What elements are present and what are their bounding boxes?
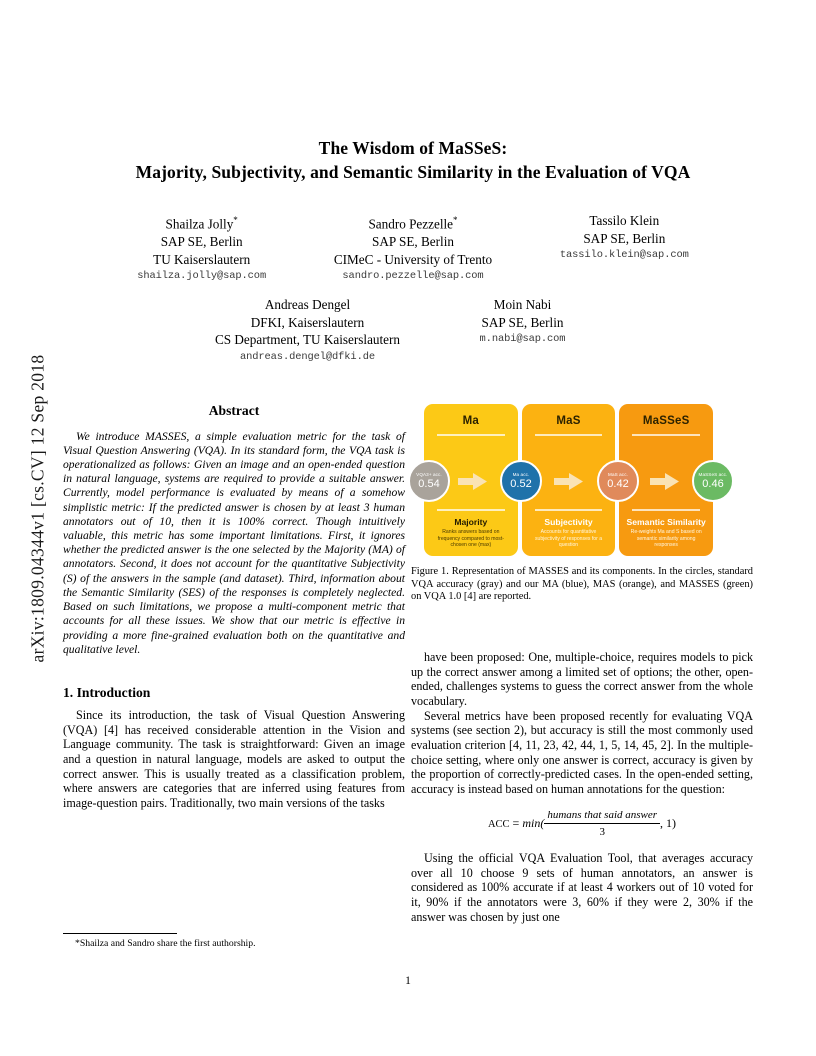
author-shailza-jolly: Shailza Jolly* SAP SE, Berlin TU Kaisers… <box>96 212 307 286</box>
panel-footer-title: Subjectivity <box>544 517 593 528</box>
equation-min-open: min( <box>522 815 545 830</box>
page-title: The Wisdom of MaSSeS: Majority, Subjecti… <box>96 136 730 184</box>
author-email[interactable]: andreas.dengel@dfki.de <box>240 350 375 363</box>
author-email[interactable]: tassilo.klein@sap.com <box>559 249 689 262</box>
panel-divider-top <box>632 434 700 436</box>
panel-divider-top <box>534 434 603 436</box>
circle-masses-accuracy: MaSSeS acc. 0.46 <box>692 460 734 502</box>
right-paragraph-2: Several metrics have been proposed recen… <box>411 708 753 796</box>
panel-footer: Subjectivity Accounts for quantitative s… <box>528 517 609 549</box>
circle-label: MaS acc. <box>608 472 628 477</box>
footnote: *Shailza and Sandro share the first auth… <box>63 933 405 950</box>
figure-1-caption: Figure 1. Representation of MASSES and i… <box>411 566 753 603</box>
equation-equals: = <box>512 815 520 830</box>
panel-divider-top <box>437 434 505 436</box>
figure-1: Ma Majority Ranks answers based on frequ… <box>408 404 753 604</box>
panel-header: Ma <box>462 415 480 427</box>
author-affiliation-1: SAP SE, Berlin <box>160 233 243 249</box>
footnote-text: *Shailza and Sandro share the first auth… <box>75 938 256 949</box>
circle-value: 0.46 <box>702 478 724 490</box>
panel-footer-title: Semantic Similarity <box>626 517 706 528</box>
abstract-text: We introduce MASSES, a simple evaluation… <box>63 429 405 656</box>
author-sandro-pezzelle: Sandro Pezzelle* SAP SE, Berlin CIMeC - … <box>307 212 518 286</box>
circle-label: Ma acc. <box>512 472 530 477</box>
page-number: 1 <box>405 975 411 987</box>
title-line-1: The Wisdom of MaSSeS: <box>318 138 508 158</box>
author-email[interactable]: m.nabi@sap.com <box>479 333 566 346</box>
title-line-2: Majority, Subjectivity, and Semantic Sim… <box>135 162 691 182</box>
author-email[interactable]: sandro.pezzelle@sap.com <box>342 270 484 283</box>
author-affiliation-1: SAP SE, Berlin <box>481 314 564 330</box>
author-name: Moin Nabi <box>493 297 552 312</box>
panel-divider-bottom <box>534 509 603 512</box>
left-column: Abstract We introduce MASSES, a simple e… <box>63 403 405 811</box>
circle-label: VQA3+ acc. <box>416 472 442 477</box>
author-andreas-dengel: Andreas Dengel DFKI, Kaiserslautern CS D… <box>200 296 415 366</box>
author-affiliation-2: TU Kaiserslautern <box>153 251 251 267</box>
panel-footer: Majority Ranks answers based on frequenc… <box>431 517 512 549</box>
panel-divider-bottom <box>632 509 700 512</box>
panel-footer-description: Ranks answers based on frequency compare… <box>437 529 504 549</box>
author-affiliation-2: CS Department, TU Kaiserslautern <box>214 332 401 348</box>
circle-value: 0.54 <box>418 478 440 490</box>
author-tassilo-klein: Tassilo Klein SAP SE, Berlin tassilo.kle… <box>519 212 730 286</box>
panel-footer-description: Accounts for quantitative subjectivity o… <box>534 529 603 549</box>
arrow-right-icon <box>554 473 583 490</box>
introduction-heading: 1. Introduction <box>63 684 151 700</box>
circle-vqa-accuracy: VQA3+ acc. 0.54 <box>408 460 450 502</box>
panel-header: MaS <box>556 415 581 427</box>
author-name: Tassilo Klein <box>589 213 660 228</box>
equation-lhs: ACC <box>487 818 510 830</box>
author-email[interactable]: shailza.jolly@sap.com <box>137 270 267 283</box>
arrow-right-icon <box>650 473 679 490</box>
footnote-rule <box>63 933 177 934</box>
right-paragraph-1: have been proposed: One, multiple-choice… <box>411 650 753 708</box>
panel-footer: Semantic Similarity Re-weights Ma and S … <box>626 517 707 549</box>
author-affiliation-1: DFKI, Kaiserslautern <box>250 314 365 330</box>
arrow-right-icon <box>458 473 487 490</box>
right-paragraph-3: Using the official VQA Evaluation Tool, … <box>411 850 753 924</box>
circle-value: 0.52 <box>510 478 532 490</box>
equation-tail: , 1) <box>660 815 677 830</box>
author-affiliation-2: CIMeC - University of Trento <box>333 251 493 267</box>
author-affiliation-1: SAP SE, Berlin <box>583 230 666 246</box>
introduction-paragraph-1: Since its introduction, the task of Visu… <box>63 707 405 810</box>
circle-mas-accuracy: MaS acc. 0.42 <box>597 460 639 502</box>
author-name: Shailza Jolly* <box>165 215 238 232</box>
equation-fraction: humans that said answer 3 <box>544 808 661 840</box>
figure-1-image: Ma Majority Ranks answers based on frequ… <box>408 404 734 556</box>
panel-divider-bottom <box>437 509 505 512</box>
author-block-row-1: Shailza Jolly* SAP SE, Berlin TU Kaisers… <box>96 212 730 286</box>
panel-footer-description: Re-weights Ma and S based on semantic si… <box>630 529 702 549</box>
circle-ma-accuracy: Ma acc. 0.52 <box>500 460 542 502</box>
panel-header: MaSSeS <box>642 415 690 427</box>
author-name: Andreas Dengel <box>264 297 351 312</box>
circle-label: MaSSeS acc. <box>698 472 728 477</box>
right-column: have been proposed: One, multiple-choice… <box>411 650 753 924</box>
accuracy-equation: ACC = min(humans that said answer 3, 1) <box>411 808 753 840</box>
equation-numerator: humans that said answer <box>544 808 661 825</box>
abstract-heading: Abstract <box>208 403 260 418</box>
panel-footer-title: Majority <box>454 517 488 528</box>
circle-value: 0.42 <box>607 478 629 490</box>
author-affiliation-1: SAP SE, Berlin <box>372 233 454 249</box>
author-name: Sandro Pezzelle* <box>368 215 458 232</box>
footnote-marker: * <box>233 215 238 225</box>
equation-denominator: 3 <box>599 826 605 839</box>
footnote-marker: * <box>453 215 458 225</box>
author-block-row-2: Andreas Dengel DFKI, Kaiserslautern CS D… <box>200 296 630 366</box>
author-moin-nabi: Moin Nabi SAP SE, Berlin m.nabi@sap.com <box>415 296 630 366</box>
